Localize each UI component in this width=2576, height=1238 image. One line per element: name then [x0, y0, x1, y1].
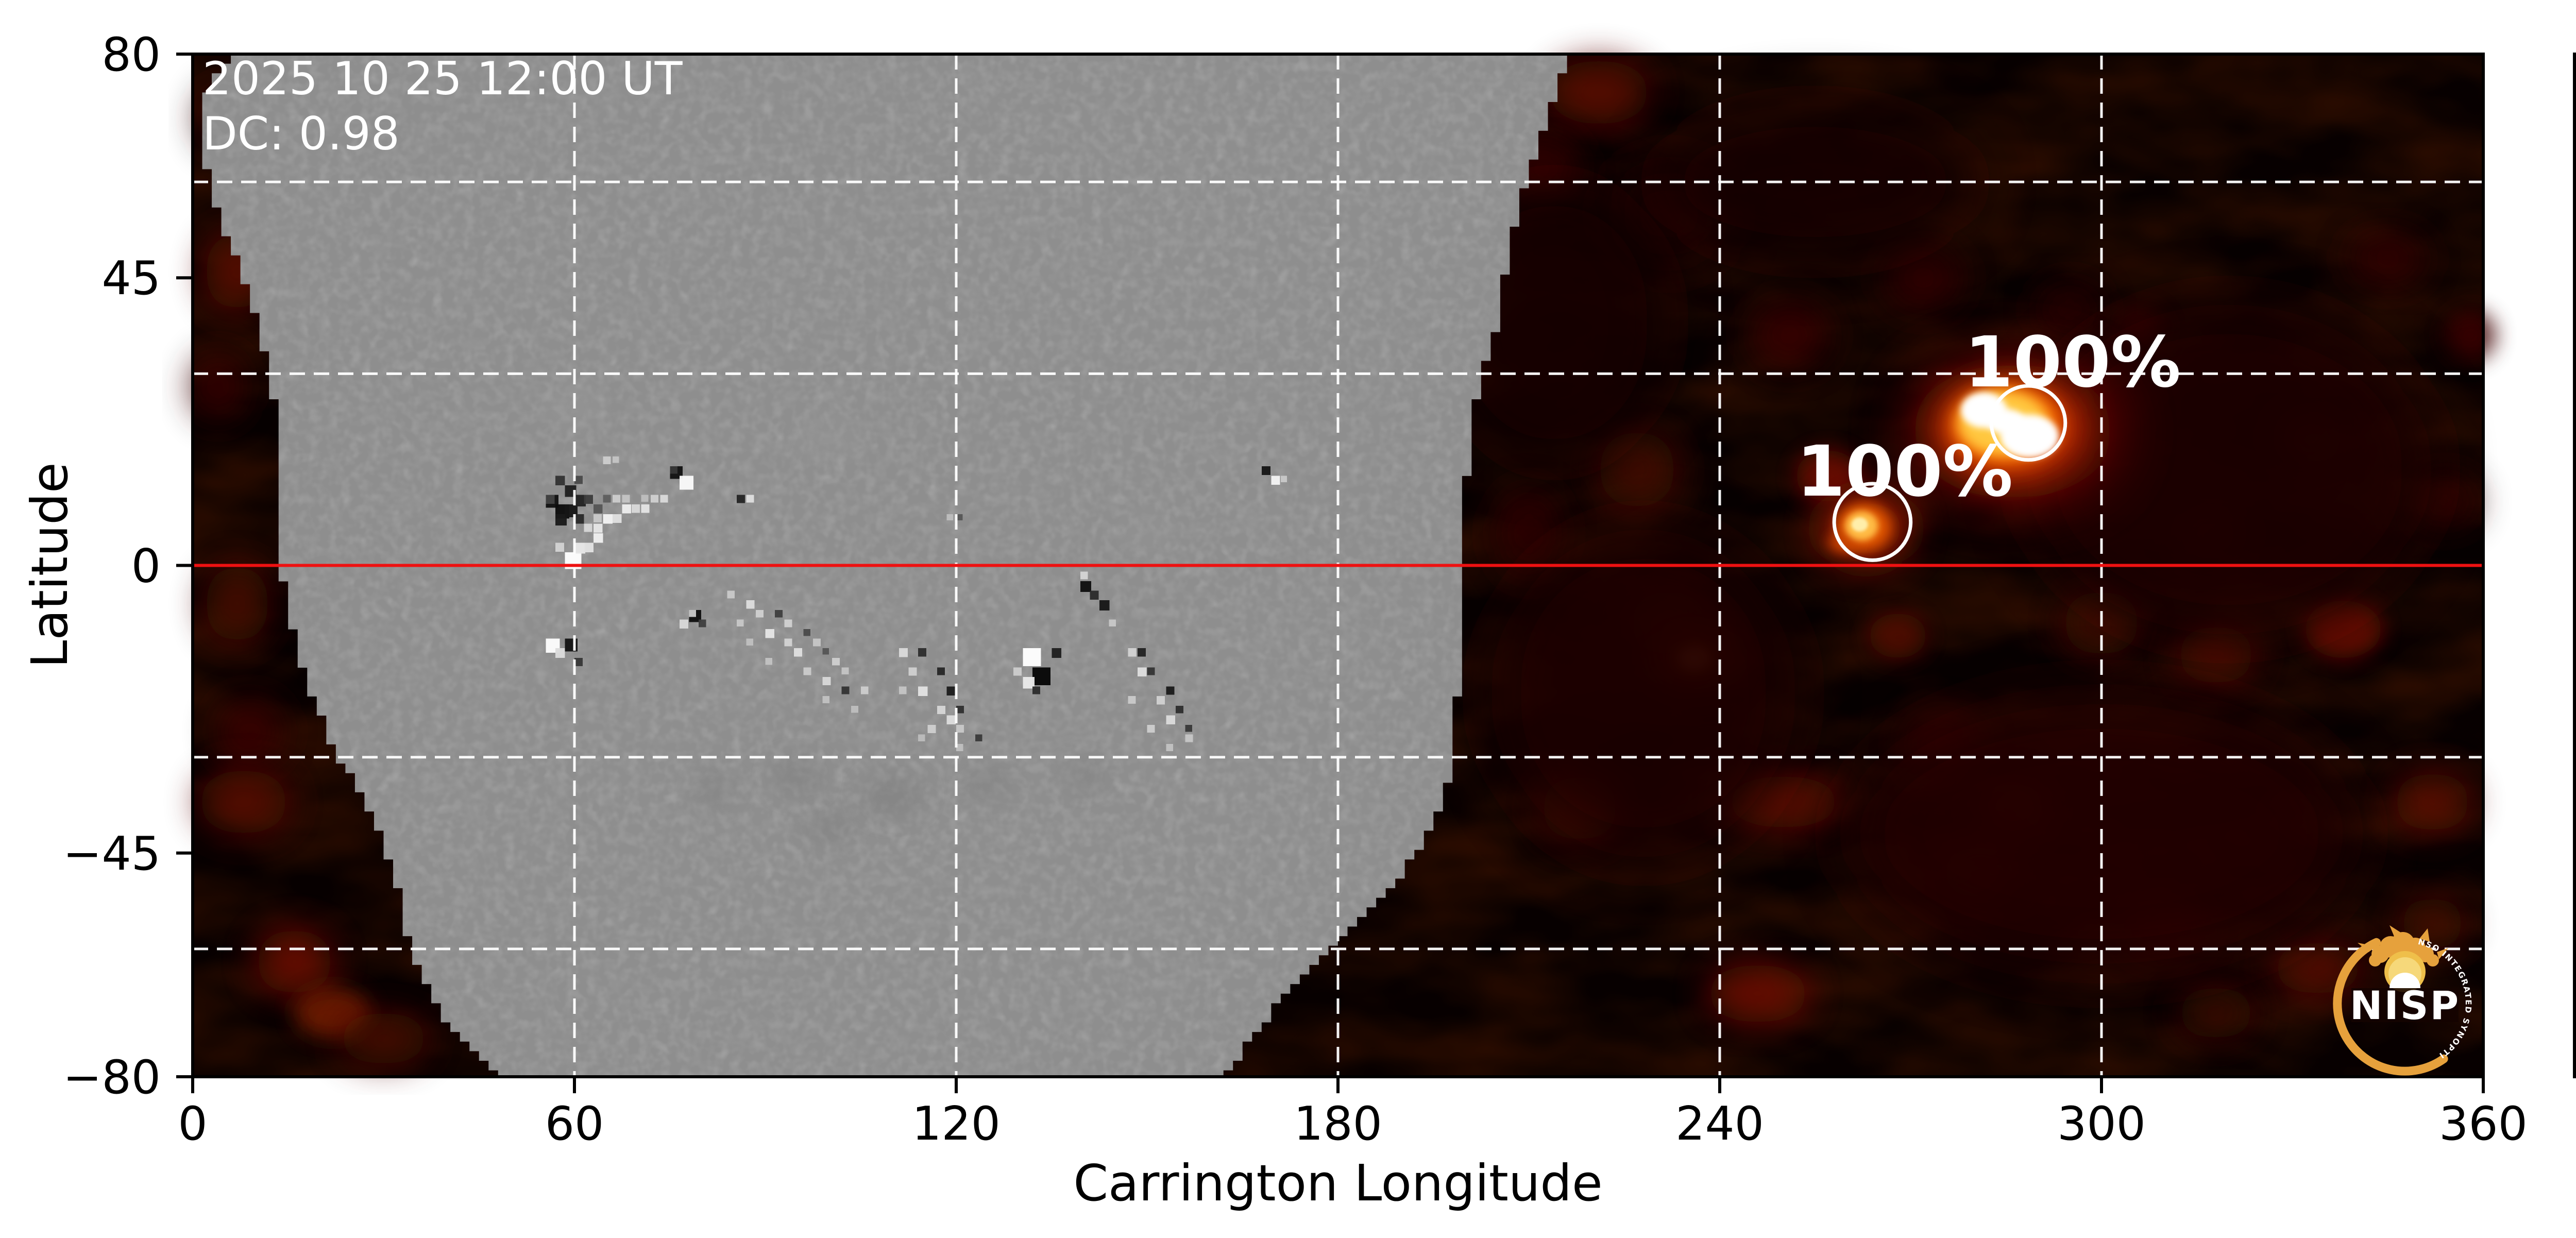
frontside-active-regions [546, 456, 1287, 751]
detection-markers [1832, 384, 2067, 562]
x-tick-label: 120 [912, 1097, 1001, 1151]
farside-bright-regions [1818, 364, 2114, 567]
y-tick-label: 0 [131, 539, 161, 593]
x-tick-label: 240 [1675, 1097, 1764, 1151]
nisp-logo-text: NISP [2350, 982, 2460, 1028]
y-tick-label: −45 [63, 827, 161, 881]
x-tick-label: 300 [2057, 1097, 2146, 1151]
axes-layer: 06012018024030036080450−45−8001002003004… [63, 28, 2576, 1151]
y-tick-label: 80 [101, 28, 161, 82]
nisp-logo-ring [2333, 938, 2448, 1076]
x-tick-label: 360 [2439, 1097, 2528, 1151]
detection-circle-2 [1989, 384, 2067, 462]
timestamp-overlay: 2025 10 25 12:00 UT [202, 52, 683, 105]
detection-label-2: 100% [1964, 322, 2181, 403]
farside-colorbar [2573, 53, 2576, 1078]
y-axis-label: Latitude [21, 462, 79, 668]
x-tick-label: 180 [1294, 1097, 1382, 1151]
y-tick-label: 45 [101, 251, 161, 306]
x-axis-label: Carrington Longitude [1073, 1154, 1602, 1212]
detection-label-1: 100% [1797, 431, 2013, 513]
nisp-logo-band [2351, 988, 2459, 1022]
x-tick-label: 0 [178, 1097, 207, 1151]
detection-circle-1 [1832, 482, 1913, 562]
gridlines [193, 54, 2483, 1077]
y-tick-label: −80 [63, 1050, 161, 1105]
x-tick-label: 60 [545, 1097, 604, 1151]
map-layers [193, 54, 2496, 1077]
nisp-logo-sun-dome [2389, 973, 2420, 988]
duty-cycle-overlay: DC: 0.98 [202, 107, 400, 160]
